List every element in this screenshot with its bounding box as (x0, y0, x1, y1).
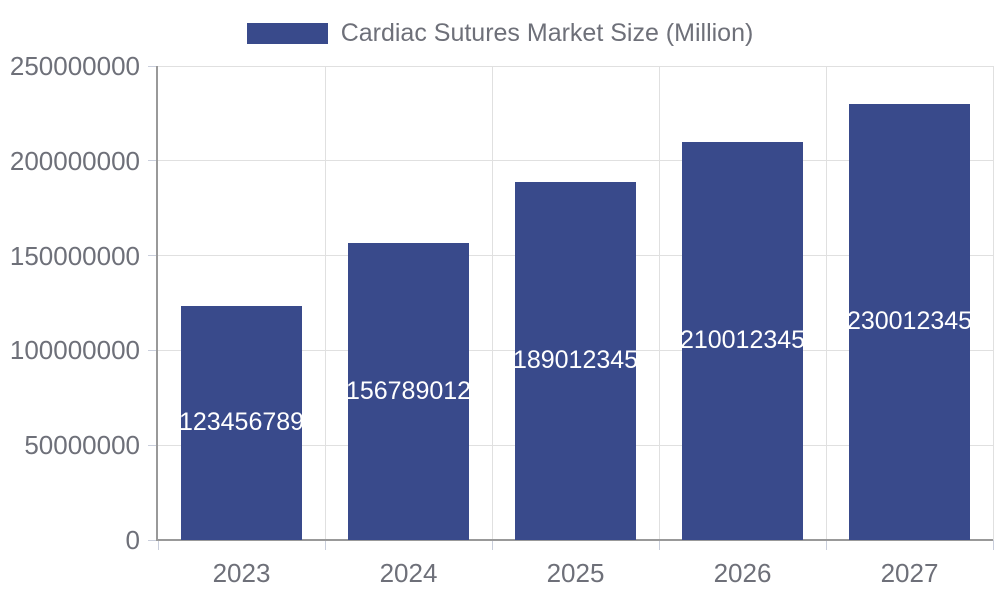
x-axis-tick (658, 540, 660, 550)
y-axis-tick (148, 349, 158, 351)
x-axis-tick (157, 540, 159, 550)
y-axis-tick (148, 160, 158, 162)
y-gridline (158, 160, 993, 162)
x-gridline (992, 66, 994, 540)
legend-swatch (246, 22, 328, 44)
bar-2026[interactable]: 210012345 (679, 141, 806, 540)
x-gridline (825, 66, 827, 540)
bar-value-label: 156789012 (345, 376, 472, 405)
x-axis-line (156, 539, 993, 541)
bar-2023[interactable]: 123456789 (178, 305, 305, 540)
x-tick-label-2026: 2026 (713, 558, 772, 588)
x-gridline (491, 66, 493, 540)
x-axis-tick (825, 540, 827, 550)
legend-label: Cardiac Sutures Market Size (Million) (340, 19, 754, 47)
y-tick-label: 150000000 (9, 240, 140, 271)
y-gridline (158, 65, 993, 67)
x-axis-tick (491, 540, 493, 550)
y-tick-label: 0 (125, 525, 140, 555)
x-axis-tick (324, 540, 326, 550)
bar-value-label: 189012345 (512, 346, 639, 375)
x-tick-label-2025: 2025 (546, 558, 605, 588)
y-tick-label: 250000000 (9, 51, 140, 81)
bar-2025[interactable]: 189012345 (512, 181, 639, 540)
bar-2027[interactable]: 230012345 (846, 103, 973, 540)
y-axis-tick (148, 255, 158, 257)
y-axis-line (156, 66, 158, 540)
y-axis-tick (148, 539, 158, 541)
x-axis-tick (992, 540, 994, 550)
x-tick-label-2024: 2024 (379, 558, 438, 588)
y-tick-label: 50000000 (24, 430, 140, 461)
bar-2024[interactable]: 156789012 (345, 242, 472, 540)
bar-value-label: 210012345 (679, 326, 806, 355)
bar-value-label: 123456789 (178, 408, 305, 437)
x-tick-label-2027: 2027 (880, 558, 939, 588)
bar-value-label: 230012345 (846, 307, 973, 336)
y-axis-tick (148, 65, 158, 67)
x-tick-label-2023: 2023 (212, 558, 271, 588)
x-gridline (324, 66, 326, 540)
y-tick-label: 200000000 (9, 145, 140, 176)
x-gridline (658, 66, 660, 540)
legend[interactable]: Cardiac Sutures Market Size (Million) (0, 20, 1000, 46)
y-axis-tick (148, 444, 158, 446)
y-tick-label: 100000000 (9, 335, 140, 366)
